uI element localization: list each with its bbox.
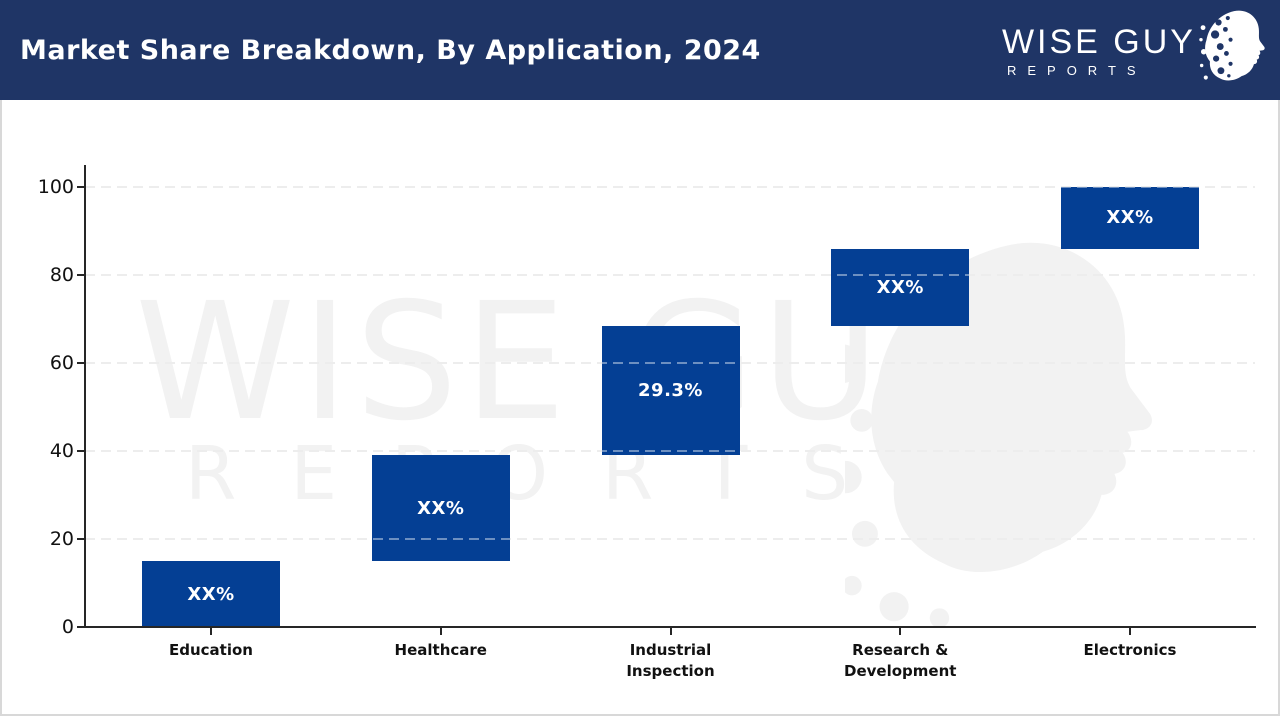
x-axis-tick-mark [1129, 628, 1131, 635]
bar-segment: XX% [831, 248, 970, 327]
y-axis-tick-mark [77, 626, 85, 628]
header-bar: Market Share Breakdown, By Application, … [0, 0, 1280, 100]
x-axis-tick-mark [210, 628, 212, 635]
y-axis-tick-mark [77, 186, 85, 188]
wiseguy-face-icon [1199, 10, 1265, 81]
x-axis-tick-mark [439, 628, 442, 635]
gridline-overlay [85, 274, 1255, 276]
y-axis-line [84, 165, 86, 628]
x-axis-line [85, 626, 1256, 628]
y-axis-tick-label: 100 [37, 176, 74, 198]
content-frame [0, 100, 1280, 716]
gridline-overlay [85, 538, 1255, 540]
bar-segment: 29.3% [601, 326, 740, 456]
gridline [85, 186, 1255, 188]
wiseguy-logo-text: WISE GUY REPORTS [1002, 23, 1196, 78]
y-axis-tick-label: 80 [49, 264, 74, 286]
x-axis-category-label: Industrial Inspection [626, 641, 715, 680]
bar-segment: XX% [371, 455, 510, 561]
bar-value-label: 29.3% [638, 380, 703, 402]
x-axis-category-label: Education [169, 641, 253, 659]
y-axis-tick-mark [77, 274, 85, 276]
gridline-overlay [85, 186, 1255, 188]
wiseguy-logo: WISE GUY REPORTS [1002, 6, 1270, 94]
x-axis-category-label: Healthcare [394, 641, 487, 659]
bar-value-label: XX% [187, 583, 235, 605]
y-axis-tick-mark [77, 362, 85, 364]
gridline-overlay [85, 450, 1255, 452]
y-axis-tick-label: 0 [61, 616, 74, 638]
y-axis-tick-mark [77, 538, 85, 540]
y-axis-tick-label: 20 [49, 528, 74, 550]
x-axis-tick-mark [669, 628, 672, 635]
wiseguy-logo-tagline: REPORTS [1006, 62, 1147, 78]
y-axis-tick-mark [77, 450, 85, 452]
watermark-tagline: REPORTS [185, 431, 903, 517]
page-title: Market Share Breakdown, By Application, … [20, 34, 761, 66]
bar-segment: XX% [142, 561, 280, 627]
x-axis-category-label: Research & Development [844, 641, 957, 680]
x-axis-tick-mark [899, 628, 902, 635]
bar-value-label: XX% [876, 277, 924, 299]
bar-value-label: XX% [417, 497, 465, 519]
gridline [85, 538, 1255, 540]
gridline-overlay [85, 362, 1255, 364]
y-axis-tick-label: 60 [49, 352, 74, 374]
y-axis-tick-label: 40 [49, 440, 74, 462]
bar-segment: XX% [1061, 187, 1199, 249]
wiseguy-logo-name: WISE GUY [1001, 22, 1196, 61]
gridline [85, 274, 1255, 276]
x-axis-category-label: Electronics [1083, 641, 1177, 659]
bar-value-label: XX% [1106, 207, 1154, 229]
